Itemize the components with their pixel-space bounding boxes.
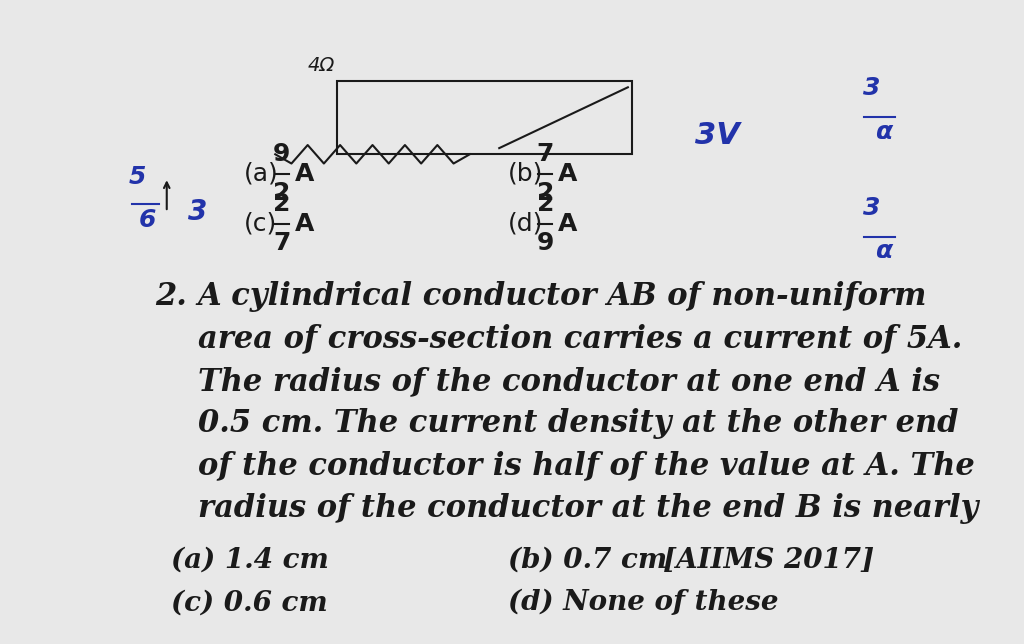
Text: 4Ω: 4Ω <box>308 56 336 75</box>
Text: α: α <box>876 120 892 144</box>
Text: (b) 0.7 cm: (b) 0.7 cm <box>508 547 667 574</box>
Text: area of cross-section carries a current of 5A.: area of cross-section carries a current … <box>198 324 963 355</box>
Text: 5: 5 <box>129 165 146 189</box>
Text: 3V: 3V <box>694 120 739 149</box>
Text: A cylindrical conductor AB of non-uniform: A cylindrical conductor AB of non-unifor… <box>198 281 927 312</box>
Text: radius of the conductor at the end B is nearly: radius of the conductor at the end B is … <box>198 493 978 524</box>
Text: 3: 3 <box>863 196 881 220</box>
Text: 2.: 2. <box>155 281 187 312</box>
Text: 2: 2 <box>537 181 554 205</box>
Text: (c): (c) <box>245 212 278 236</box>
Text: 7: 7 <box>273 231 291 255</box>
Text: 7: 7 <box>537 142 554 166</box>
Text: The radius of the conductor at one end A is: The radius of the conductor at one end A… <box>198 366 940 397</box>
Text: 3: 3 <box>863 77 881 100</box>
Text: 9: 9 <box>273 142 291 166</box>
Text: (d) None of these: (d) None of these <box>508 589 778 616</box>
Text: [AIIMS 2017]: [AIIMS 2017] <box>663 547 873 574</box>
Text: (b): (b) <box>508 162 543 185</box>
Text: (a): (a) <box>245 162 279 185</box>
Text: (d): (d) <box>508 212 543 236</box>
Text: 2: 2 <box>273 181 291 205</box>
Bar <box>337 81 632 155</box>
Text: A: A <box>558 212 578 236</box>
Text: 2: 2 <box>537 192 554 216</box>
Text: 6: 6 <box>138 208 156 232</box>
Text: (c) 0.6 cm: (c) 0.6 cm <box>171 589 328 616</box>
Text: A: A <box>295 212 313 236</box>
Text: 3: 3 <box>188 198 208 226</box>
Text: α: α <box>876 239 892 263</box>
Text: (a) 1.4 cm: (a) 1.4 cm <box>171 547 329 574</box>
Text: A: A <box>558 162 578 185</box>
Text: 0.5 cm. The current density at the other end: 0.5 cm. The current density at the other… <box>198 408 958 439</box>
Text: A: A <box>295 162 313 185</box>
Text: 9: 9 <box>537 231 554 255</box>
Text: 2: 2 <box>273 192 291 216</box>
Text: of the conductor is half of the value at A. The: of the conductor is half of the value at… <box>198 451 975 482</box>
